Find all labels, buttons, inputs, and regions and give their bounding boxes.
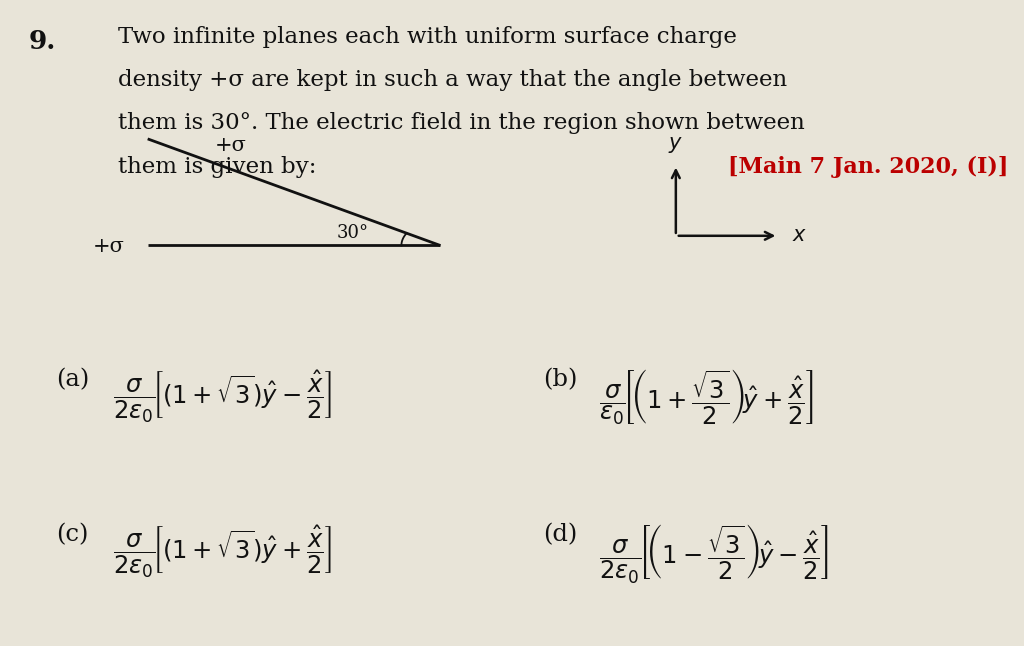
Text: 30°: 30°	[337, 224, 369, 242]
Text: density +σ are kept in such a way that the angle between: density +σ are kept in such a way that t…	[118, 69, 786, 91]
Text: them is 30°. The electric field in the region shown between: them is 30°. The electric field in the r…	[118, 112, 805, 134]
Text: $x$: $x$	[792, 226, 807, 245]
Text: $\dfrac{\sigma}{\epsilon_0}\!\left[\!\left(1+\dfrac{\sqrt{3}}{2}\right)\!\hat{y}: $\dfrac{\sigma}{\epsilon_0}\!\left[\!\le…	[599, 368, 814, 428]
Text: them is given by:: them is given by:	[118, 156, 316, 178]
Text: $\dfrac{\sigma}{2\epsilon_0}\!\left[\!\left(1-\dfrac{\sqrt{3}}{2}\right)\!\hat{y: $\dfrac{\sigma}{2\epsilon_0}\!\left[\!\l…	[599, 523, 829, 587]
Text: $y$: $y$	[669, 135, 683, 155]
Text: 9.: 9.	[29, 29, 56, 54]
Text: $\dfrac{\sigma}{2\epsilon_0}\!\left[(1+\sqrt{3})\hat{y}+\dfrac{\hat{x}}{2}\right: $\dfrac{\sigma}{2\epsilon_0}\!\left[(1+\…	[113, 523, 332, 579]
Text: Two infinite planes each with uniform surface charge: Two infinite planes each with uniform su…	[118, 26, 736, 48]
Text: (b): (b)	[543, 368, 578, 391]
Text: (a): (a)	[56, 368, 89, 391]
Text: [Main 7 Jan. 2020, (I)]: [Main 7 Jan. 2020, (I)]	[728, 156, 1009, 178]
Text: (d): (d)	[543, 523, 577, 547]
Text: +σ: +σ	[215, 136, 247, 155]
Text: +σ: +σ	[93, 237, 125, 256]
Text: $\dfrac{\sigma}{2\epsilon_0}\!\left[(1+\sqrt{3})\hat{y}-\dfrac{\hat{x}}{2}\right: $\dfrac{\sigma}{2\epsilon_0}\!\left[(1+\…	[113, 368, 332, 424]
Text: (c): (c)	[56, 523, 89, 547]
